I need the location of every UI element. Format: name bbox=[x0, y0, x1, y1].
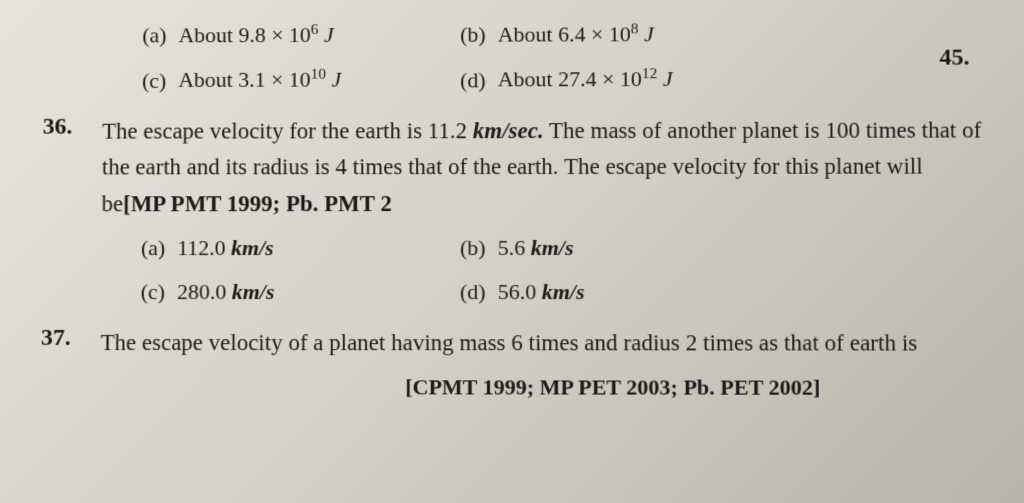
option-unit: km/s bbox=[231, 235, 274, 260]
option-unit: J bbox=[638, 22, 653, 47]
option-value: 56.0 bbox=[498, 279, 542, 304]
q36-text-part1: The escape velocity for the earth is 11.… bbox=[102, 118, 473, 143]
option-value: 27.4 × 10 bbox=[558, 67, 642, 92]
option-text: About 9.8 × 106 J bbox=[178, 21, 333, 48]
option-value: 9.8 × 10 bbox=[238, 23, 310, 48]
option-label: (b) bbox=[460, 235, 486, 261]
q35-option-d: (d) About 27.4 × 1012 J bbox=[460, 65, 840, 93]
option-text: 56.0 km/s bbox=[498, 279, 585, 305]
option-unit: km/s bbox=[232, 279, 275, 304]
option-exponent: 10 bbox=[311, 66, 326, 83]
q35-option-b: (b) About 6.4 × 108 J bbox=[460, 20, 840, 48]
q36-options-row-1: (a) 112.0 km/s (b) 5.6 km/s bbox=[42, 235, 987, 261]
option-prefix: About bbox=[498, 22, 558, 47]
option-unit: km/s bbox=[542, 279, 585, 304]
option-value: 3.1 × 10 bbox=[238, 67, 311, 92]
option-unit: J bbox=[318, 22, 333, 47]
option-unit: km/s bbox=[531, 235, 574, 260]
q35-options-row-1: (a) About 9.8 × 106 J (b) About 6.4 × 10… bbox=[43, 20, 984, 49]
q36-source: [MP PMT 1999; Pb. PMT 2 bbox=[123, 191, 392, 216]
option-label: (d) bbox=[460, 67, 486, 93]
option-value: 6.4 × 10 bbox=[558, 22, 631, 47]
option-label: (c) bbox=[141, 279, 165, 305]
question-number: 36. bbox=[43, 113, 103, 140]
option-exponent: 12 bbox=[642, 66, 657, 83]
option-text: About 27.4 × 1012 J bbox=[498, 65, 673, 93]
option-exponent: 6 bbox=[311, 21, 319, 38]
question-36: 36. The escape velocity for the earth is… bbox=[42, 112, 986, 223]
question-37: 37. The escape velocity of a planet havi… bbox=[41, 325, 987, 362]
q35-option-a: (a) About 9.8 × 106 J bbox=[43, 21, 460, 49]
question-number: 37. bbox=[41, 325, 101, 352]
q35-option-c: (c) About 3.1 × 1010 J bbox=[43, 66, 460, 94]
question-text: The escape velocity of a planet having m… bbox=[100, 325, 987, 362]
q36-option-a: (a) 112.0 km/s bbox=[42, 235, 460, 261]
option-label: (a) bbox=[142, 23, 166, 49]
q37-source: [CPMT 1999; MP PET 2003; Pb. PET 2002] bbox=[40, 374, 987, 401]
option-label: (a) bbox=[141, 235, 165, 261]
option-label: (c) bbox=[142, 68, 166, 94]
option-label: (b) bbox=[460, 22, 486, 48]
option-unit: J bbox=[326, 67, 341, 92]
option-exponent: 8 bbox=[631, 20, 639, 37]
option-value: 280.0 bbox=[177, 279, 232, 304]
option-prefix: About bbox=[498, 67, 558, 92]
option-value: 112.0 bbox=[177, 235, 231, 260]
option-text: 112.0 km/s bbox=[177, 235, 274, 261]
q36-option-c: (c) 280.0 km/s bbox=[41, 279, 460, 305]
q36-option-b: (b) 5.6 km/s bbox=[460, 235, 841, 261]
option-prefix: About bbox=[178, 68, 238, 93]
side-question-number: 45. bbox=[939, 45, 969, 72]
q36-unit: km/sec. bbox=[473, 118, 544, 143]
option-text: 280.0 km/s bbox=[177, 279, 275, 305]
option-value: 5.6 bbox=[498, 235, 531, 260]
option-prefix: About bbox=[178, 23, 238, 48]
option-text: About 6.4 × 108 J bbox=[498, 20, 654, 47]
q35-options-row-2: (c) About 3.1 × 1010 J (d) About 27.4 × … bbox=[43, 65, 985, 94]
q36-option-d: (d) 56.0 km/s bbox=[460, 279, 841, 305]
option-text: About 3.1 × 1010 J bbox=[178, 66, 341, 93]
question-text: The escape velocity for the earth is 11.… bbox=[101, 112, 986, 223]
q36-options-row-2: (c) 280.0 km/s (d) 56.0 km/s bbox=[41, 279, 986, 305]
option-label: (d) bbox=[460, 279, 486, 305]
option-text: 5.6 km/s bbox=[498, 235, 574, 261]
option-unit: J bbox=[657, 67, 672, 92]
